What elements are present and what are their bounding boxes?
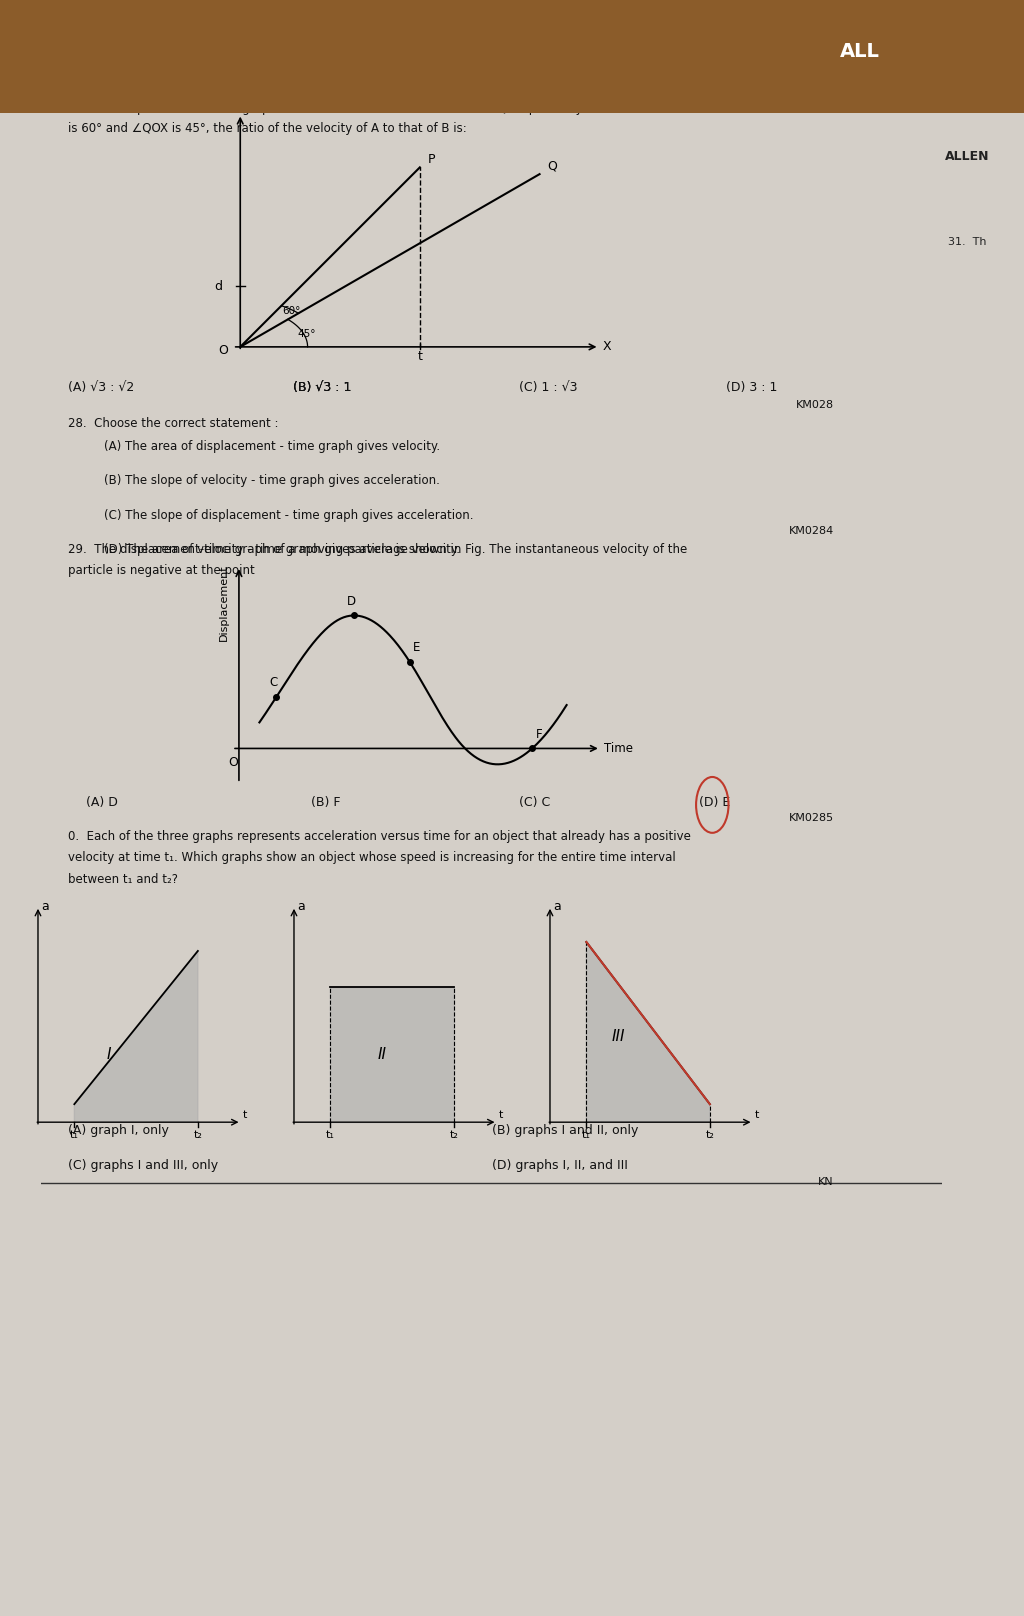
Text: (D) 3 : 1: (D) 3 : 1: [726, 381, 777, 394]
Text: (D) The area of velocity - time graph gives average velocity.: (D) The area of velocity - time graph gi…: [104, 543, 460, 556]
Text: (B) graphs I and II, only: (B) graphs I and II, only: [492, 1125, 638, 1138]
Text: a: a: [42, 900, 49, 913]
Text: Q: Q: [547, 160, 557, 173]
Text: t₂: t₂: [194, 1131, 203, 1141]
Polygon shape: [331, 987, 454, 1122]
Text: III: III: [611, 1029, 626, 1044]
Text: KM0285: KM0285: [788, 813, 834, 823]
Text: (B) √3 : 1: (B) √3 : 1: [293, 381, 351, 394]
Text: ALLEN: ALLEN: [945, 150, 990, 163]
Text: O: O: [228, 756, 239, 769]
Text: t: t: [755, 1110, 759, 1120]
Text: 28.  Choose the correct statement :: 28. Choose the correct statement :: [68, 417, 279, 430]
Text: 29.  The displacement-time graph of a moving particle is shown in Fig. The insta: 29. The displacement-time graph of a mov…: [68, 543, 687, 556]
Text: t₂: t₂: [450, 1131, 459, 1141]
Text: II: II: [378, 1047, 386, 1062]
Text: ALL: ALL: [840, 42, 880, 60]
Text: E: E: [413, 642, 421, 654]
Text: X: X: [602, 341, 611, 354]
Text: a: a: [298, 900, 305, 913]
Polygon shape: [75, 950, 198, 1122]
Text: 60°: 60°: [283, 305, 300, 317]
Text: O: O: [218, 344, 228, 357]
Text: is 60° and ∠QOX is 45°, the ratio of the velocity of A to that of B is:: is 60° and ∠QOX is 45°, the ratio of the…: [68, 123, 467, 136]
Text: 45°: 45°: [297, 328, 315, 338]
Text: C: C: [269, 675, 278, 690]
Text: (C) graphs I and III, only: (C) graphs I and III, only: [68, 1159, 218, 1172]
Text: (B) √3 : 1: (B) √3 : 1: [293, 381, 351, 394]
Text: t₁: t₁: [70, 1131, 79, 1141]
Text: (B) √3 : 1: (B) √3 : 1: [293, 381, 351, 394]
Text: P: P: [427, 154, 435, 166]
Text: JEE-Physics: JEE-Physics: [68, 71, 146, 86]
Text: Time: Time: [604, 742, 633, 755]
Text: (D) E: (D) E: [698, 795, 730, 808]
Text: t₂: t₂: [706, 1131, 715, 1141]
Text: 31.  Th: 31. Th: [948, 238, 987, 247]
Text: KM0284: KM0284: [788, 525, 834, 535]
Text: particle is negative at the point: particle is negative at the point: [68, 564, 255, 577]
Text: 27.  The displacement - time graphs of two bodies A and B are OP and OQ respecti: 27. The displacement - time graphs of tw…: [68, 102, 634, 115]
Text: (D) graphs I, II, and III: (D) graphs I, II, and III: [492, 1159, 628, 1172]
Text: d: d: [214, 280, 222, 292]
Text: t: t: [499, 1110, 503, 1120]
Text: Displacement: Displacement: [219, 564, 228, 642]
Text: t: t: [418, 349, 422, 364]
Text: (B) F: (B) F: [311, 795, 341, 808]
Text: t: t: [243, 1110, 247, 1120]
Text: (A) √3 : √2: (A) √3 : √2: [68, 381, 134, 394]
Text: Y: Y: [248, 102, 255, 115]
Text: t₁: t₁: [326, 1131, 335, 1141]
Text: (C) The slope of displacement - time graph gives acceleration.: (C) The slope of displacement - time gra…: [104, 509, 473, 522]
Text: (A) The area of displacement - time graph gives velocity.: (A) The area of displacement - time grap…: [104, 440, 440, 454]
Text: velocity at time t₁. Which graphs show an object whose speed is increasing for t: velocity at time t₁. Which graphs show a…: [68, 852, 676, 865]
Text: D: D: [347, 595, 356, 608]
Text: (C) C: (C) C: [518, 795, 550, 808]
Text: t₁: t₁: [582, 1131, 591, 1141]
Text: (C) 1 : √3: (C) 1 : √3: [518, 381, 578, 394]
Text: I: I: [108, 1047, 112, 1062]
Text: a: a: [554, 900, 561, 913]
Text: between t₁ and t₂?: between t₁ and t₂?: [68, 873, 178, 886]
Text: (A) graph I, only: (A) graph I, only: [68, 1125, 169, 1138]
Text: 0.  Each of the three graphs represents acceleration versus time for an object t: 0. Each of the three graphs represents a…: [68, 829, 691, 842]
Text: (A) D: (A) D: [86, 795, 118, 808]
Text: KN: KN: [818, 1176, 834, 1188]
Polygon shape: [587, 942, 710, 1122]
Text: F: F: [536, 727, 543, 740]
Text: KM028: KM028: [796, 401, 834, 410]
Text: (B) The slope of velocity - time graph gives acceleration.: (B) The slope of velocity - time graph g…: [104, 475, 440, 488]
